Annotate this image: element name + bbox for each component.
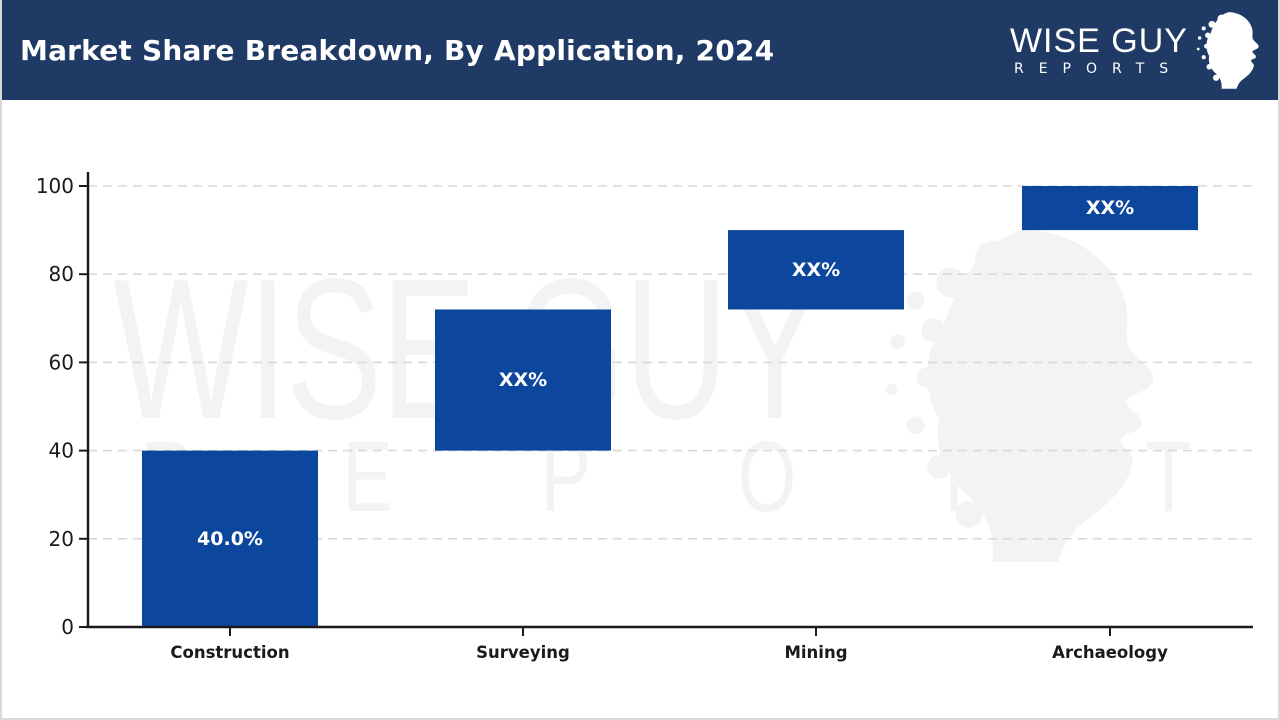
y-tick-label: 60 — [49, 350, 74, 374]
y-tick-label: 20 — [49, 527, 74, 551]
y-tick-label: 0 — [61, 615, 74, 639]
chart-title: Market Share Breakdown, By Application, … — [20, 33, 775, 67]
y-tick-label: 80 — [49, 262, 74, 286]
wise-guy-logo: WISE GUY REPORTS — [1010, 9, 1262, 91]
x-category-label: Construction — [170, 643, 289, 662]
bar-value-label: 40.0% — [197, 528, 263, 550]
bar-value-label: XX% — [1086, 197, 1134, 219]
x-category-label: Surveying — [476, 643, 570, 662]
logo-head-icon — [1196, 11, 1259, 89]
logo-wiseguy-label: WISE GUY — [1009, 22, 1188, 60]
bar-value-label: XX% — [792, 259, 840, 281]
logo-reports-label: REPORTS — [1013, 61, 1184, 77]
x-category-label: Mining — [784, 643, 847, 662]
plot-area: WISE GUY R E P O R T S 40.0%XX%XX%XX%020… — [2, 100, 1278, 718]
bar-mining — [728, 230, 904, 310]
header-bar: Market Share Breakdown, By Application, … — [2, 0, 1278, 100]
x-category-label: Archaeology — [1052, 643, 1168, 662]
waterfall-chart: 40.0% XX% XX% XX% 0 20 40 60 80 100 Construction Su… — [36, 172, 1253, 662]
y-tick-label: 40 — [49, 439, 74, 463]
bar-archaeology — [1022, 186, 1198, 231]
y-tick-label: 100 — [36, 174, 74, 198]
logo-text: WISE GUY REPORTS — [1010, 24, 1188, 76]
bar-surveying — [435, 309, 611, 451]
bar-construction — [142, 450, 318, 627]
bar-value-label: XX% — [499, 369, 547, 391]
